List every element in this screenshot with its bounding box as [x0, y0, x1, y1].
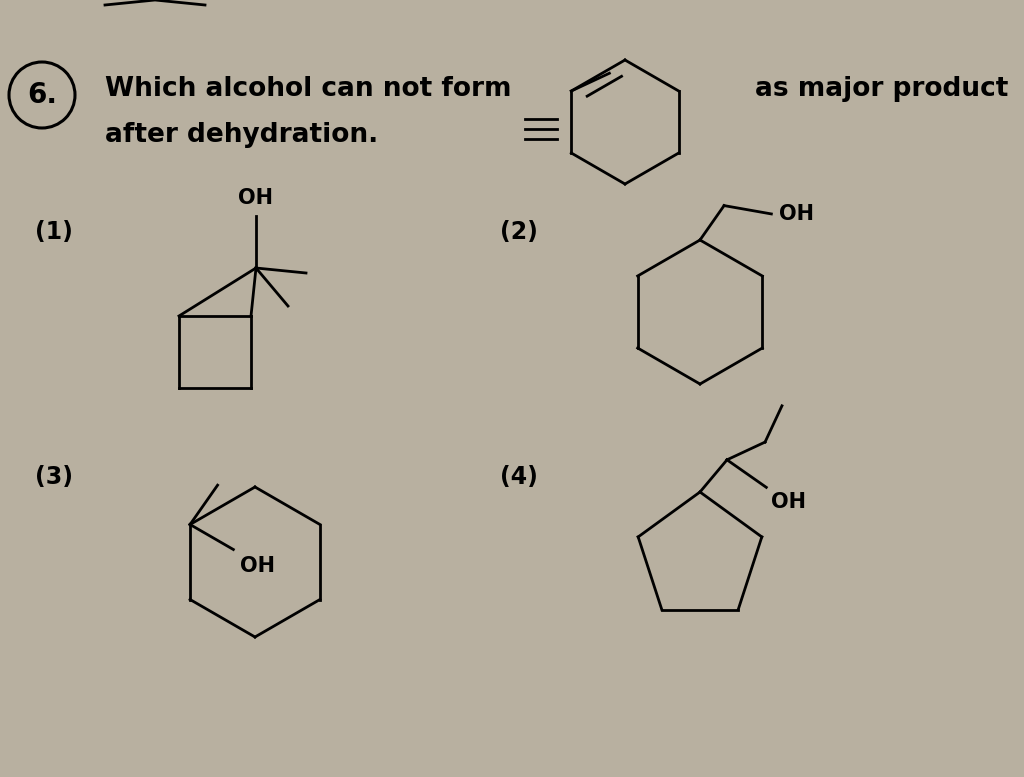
Text: as major product: as major product — [755, 76, 1009, 102]
Text: OH: OH — [239, 188, 273, 208]
Text: OH: OH — [779, 204, 814, 224]
Text: (2): (2) — [500, 220, 538, 244]
Text: (1): (1) — [35, 220, 73, 244]
Text: (4): (4) — [500, 465, 538, 489]
Text: after dehydration.: after dehydration. — [105, 122, 378, 148]
Text: 6.: 6. — [27, 81, 57, 109]
Text: (3): (3) — [35, 465, 73, 489]
Text: OH: OH — [771, 493, 806, 512]
Text: Which alcohol can not form: Which alcohol can not form — [105, 76, 512, 102]
Text: OH: OH — [241, 556, 275, 577]
